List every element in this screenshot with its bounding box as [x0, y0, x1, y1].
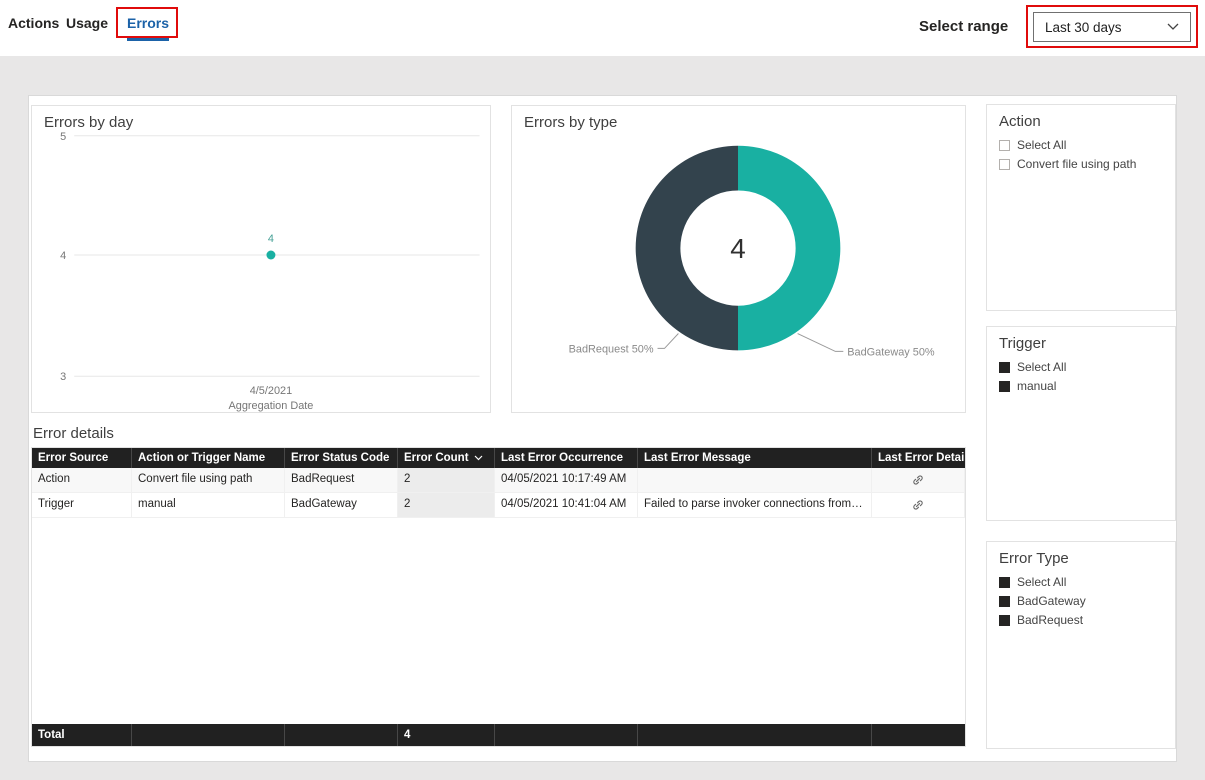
filter-item-label: Select All [1017, 138, 1067, 152]
y-tick: 5 [60, 131, 66, 143]
checkbox-icon[interactable] [999, 361, 1010, 373]
checkbox-icon[interactable] [999, 595, 1010, 607]
error-type-filter-card: Error Type Select All BadGateway BadRequ… [986, 541, 1176, 749]
donut-slice-badgateway[interactable] [738, 145, 841, 351]
error-details-table: Error Source Action or Trigger Name Erro… [31, 447, 966, 747]
errors-by-type-card: Errors by type 4 BadRequest 50% BadGatew… [511, 105, 966, 413]
dashboard-panel: Errors by day 5 4 3 4 4/5/2021 Aggregati… [28, 95, 1177, 762]
cell-last-error-occurrence: 04/05/2021 10:17:49 AM [495, 468, 638, 492]
table-header-row: Error Source Action or Trigger Name Erro… [32, 448, 965, 468]
donut-center-total: 4 [730, 233, 745, 264]
column-header-error-count[interactable]: Error Count [398, 448, 495, 468]
filter-item-label: Select All [1017, 360, 1067, 374]
cell-error-source: Action [32, 468, 132, 492]
column-header-error-source[interactable]: Error Source [32, 448, 132, 468]
cell-last-error-occurrence: 04/05/2021 10:41:04 AM [495, 493, 638, 517]
callout-leader-line [657, 333, 679, 349]
table-total-row: Total 4 [32, 724, 965, 746]
filter-item-label: BadRequest [1017, 613, 1084, 627]
range-dropdown[interactable]: Last 30 days [1033, 12, 1191, 42]
cell-error-count: 2 [398, 493, 495, 517]
report-tab-bar: Actions Usage Errors Select range Last 3… [0, 0, 1205, 56]
tab-errors[interactable]: Errors [127, 15, 170, 41]
tab-actions[interactable]: Actions [8, 15, 60, 31]
column-header-last-error-detail[interactable]: Last Error Detail [878, 452, 965, 464]
filter-item-badgateway[interactable]: BadGateway [999, 594, 1163, 608]
x-axis-title: Aggregation Date [228, 400, 313, 412]
range-dropdown-value: Last 30 days [1045, 19, 1122, 35]
checkbox-icon[interactable] [999, 380, 1010, 392]
errors-by-type-chart: 4 BadRequest 50% BadGateway 50% [569, 145, 935, 358]
column-header-error-status-code[interactable]: Error Status Code [285, 448, 398, 468]
action-filter-title: Action [999, 113, 1041, 130]
filter-item-select-all[interactable]: Select All [999, 138, 1163, 152]
cell-error-status-code: BadRequest [285, 468, 398, 492]
callout-badrequest: BadRequest 50% [569, 343, 654, 355]
checkbox-icon[interactable] [999, 158, 1010, 170]
checkbox-icon[interactable] [999, 576, 1010, 588]
callout-badgateway: BadGateway 50% [847, 346, 935, 358]
y-tick: 3 [60, 371, 66, 383]
column-header-action-or-trigger-name[interactable]: Action or Trigger Name [132, 448, 285, 468]
filter-item-label: manual [1017, 379, 1057, 393]
cell-error-status-code: BadGateway [285, 493, 398, 517]
cell-last-error-detail [872, 493, 965, 517]
filter-item-label: BadGateway [1017, 594, 1086, 608]
checkbox-icon[interactable] [999, 139, 1010, 151]
checkbox-icon[interactable] [999, 614, 1010, 626]
data-point[interactable] [266, 250, 276, 260]
filter-item-label: Convert file using path [1017, 157, 1137, 171]
column-header-last-error-message[interactable]: Last Error Message [638, 448, 872, 468]
trigger-filter-title: Trigger [999, 335, 1046, 352]
cell-error-source: Trigger [32, 493, 132, 517]
x-tick: 4/5/2021 [250, 385, 292, 397]
cell-action-or-trigger-name: manual [132, 493, 285, 517]
action-filter-card: Action Select All Convert file using pat… [986, 104, 1176, 311]
filter-item-select-all[interactable]: Select All [999, 360, 1163, 374]
trigger-filter-card: Trigger Select All manual [986, 326, 1176, 521]
cell-last-error-message [638, 468, 872, 492]
donut-slice-badrequest[interactable] [635, 145, 739, 351]
link-icon[interactable] [911, 473, 925, 487]
table-row[interactable]: Trigger manual BadGateway 2 04/05/2021 1… [32, 493, 965, 518]
total-error-count: 4 [398, 724, 495, 746]
errors-by-day-chart: 5 4 3 4 4/5/2021 Aggregation Date [60, 131, 480, 412]
filter-item-badrequest[interactable]: BadRequest [999, 613, 1163, 627]
chevron-down-icon [474, 455, 482, 461]
table-empty-space [32, 518, 965, 724]
errors-by-type-title: Errors by type [524, 114, 618, 131]
cell-last-error-detail [872, 468, 965, 492]
range-label: Select range [919, 18, 1009, 35]
error-details-title: Error details [33, 425, 114, 442]
filter-item-convert-file-using-path[interactable]: Convert file using path [999, 157, 1163, 171]
filter-item-label: Select All [1017, 575, 1067, 589]
errors-by-day-title: Errors by day [44, 114, 134, 131]
callout-leader-line [797, 333, 844, 352]
column-header-last-error-occurrence[interactable]: Last Error Occurrence [495, 448, 638, 468]
table-row[interactable]: Action Convert file using path BadReques… [32, 468, 965, 493]
errors-by-day-card: Errors by day 5 4 3 4 4/5/2021 Aggregati… [31, 105, 491, 413]
chevron-down-icon [1167, 23, 1179, 30]
cell-last-error-message: Failed to parse invoker connections from… [638, 493, 872, 517]
tab-usage[interactable]: Usage [66, 15, 109, 31]
data-point-label: 4 [268, 233, 274, 245]
total-label: Total [32, 724, 132, 746]
error-type-filter-title: Error Type [999, 550, 1069, 567]
cell-error-count: 2 [398, 468, 495, 492]
link-icon[interactable] [911, 498, 925, 512]
filter-item-select-all[interactable]: Select All [999, 575, 1163, 589]
column-header-label: Error Count [404, 452, 469, 464]
y-tick: 4 [60, 250, 66, 262]
filter-item-manual[interactable]: manual [999, 379, 1163, 393]
cell-action-or-trigger-name: Convert file using path [132, 468, 285, 492]
